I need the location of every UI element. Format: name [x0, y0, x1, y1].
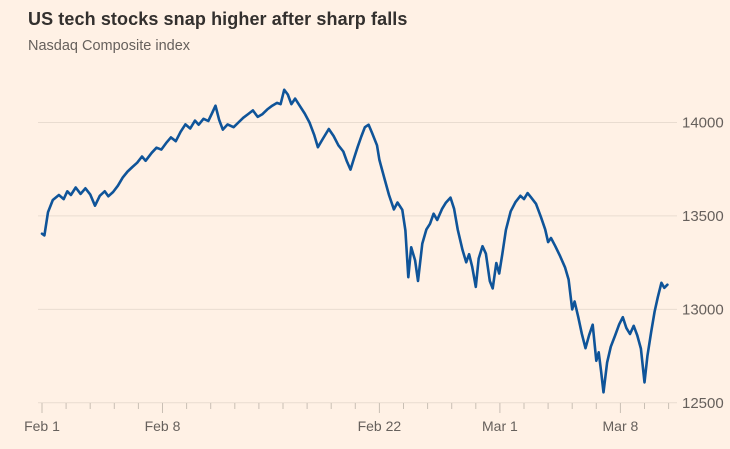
- y-axis-label-12500: 12500: [682, 395, 724, 412]
- x-axis-label-feb-22: Feb 22: [358, 418, 402, 434]
- chart-header: US tech stocks snap higher after sharp f…: [28, 8, 408, 54]
- x-axis-label-feb-8: Feb 8: [145, 418, 181, 434]
- y-axis-label-13000: 13000: [682, 301, 724, 318]
- x-axis-label-mar-1: Mar 1: [482, 418, 518, 434]
- x-axis-label-feb-1: Feb 1: [24, 418, 60, 434]
- nasdaq-price-line: [40, 88, 669, 394]
- chart-subtitle: Nasdaq Composite index: [28, 37, 191, 54]
- y-axis-label-13500: 13500: [682, 208, 724, 225]
- x-axis-label-mar-8: Mar 8: [603, 418, 639, 434]
- chart-title: US tech stocks snap higher after sharp f…: [28, 9, 408, 29]
- y-axis-label-14000: 14000: [682, 115, 724, 132]
